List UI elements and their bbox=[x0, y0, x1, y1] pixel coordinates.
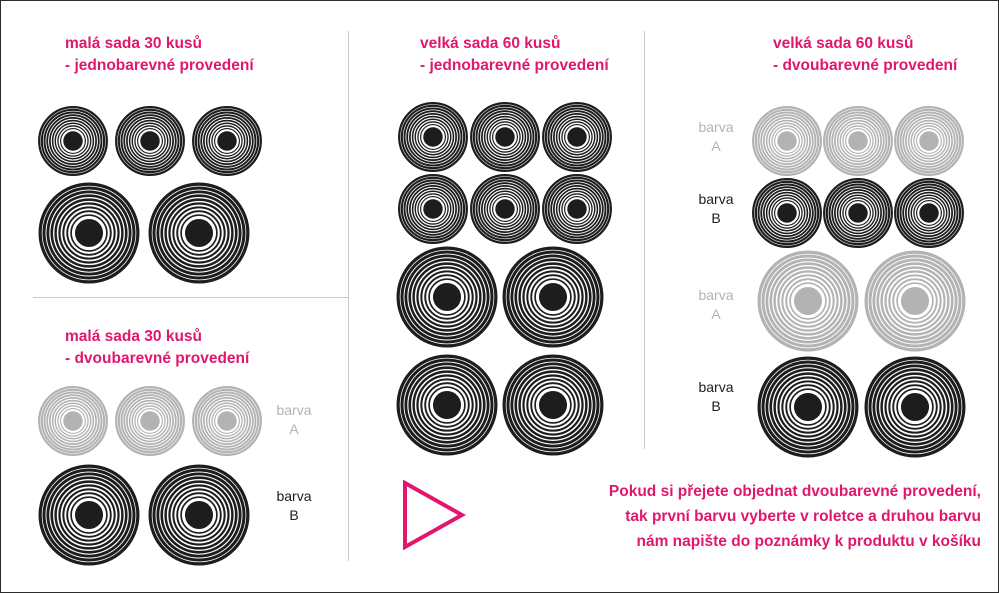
rosette-small-dark bbox=[397, 173, 469, 245]
rosette-small-dark bbox=[469, 173, 541, 245]
rosette-large-dark bbox=[501, 353, 605, 457]
rosette-small-dark bbox=[751, 177, 823, 249]
rosette-small-light bbox=[37, 385, 109, 457]
rosette-large-dark bbox=[37, 181, 141, 285]
rosette-small-dark bbox=[37, 105, 109, 177]
panel-title-large-twotone-line2: - dvoubarevné provedení bbox=[773, 57, 958, 74]
barva-a-label-small-line2: A bbox=[289, 421, 299, 437]
divider-vertical-right bbox=[644, 31, 645, 449]
rosette-large-light bbox=[863, 249, 967, 353]
barva-a-label-large-2-line2: A bbox=[711, 306, 721, 322]
panel-title-large-single-line2: - jednobarevné provedení bbox=[420, 57, 609, 74]
barva-b-label-small: barva B bbox=[263, 487, 325, 525]
barva-b-label-large-1-line1: barva bbox=[698, 191, 734, 207]
play-triangle-icon bbox=[400, 479, 466, 551]
rosette-small-dark bbox=[114, 105, 186, 177]
barva-b-label-small-line2: B bbox=[289, 507, 299, 523]
rosette-large-dark bbox=[756, 355, 860, 459]
rosette-large-dark bbox=[395, 245, 499, 349]
barva-a-label-large-1: barva A bbox=[683, 118, 749, 156]
rosette-small-light bbox=[751, 105, 823, 177]
panel-title-small-twotone-line1: malá sada 30 kusů bbox=[65, 328, 202, 345]
panel-title-small-twotone: malá sada 30 kusů - dvoubarevné proveden… bbox=[65, 326, 249, 370]
rosette-small-light bbox=[191, 385, 263, 457]
barva-a-label-large-1-line1: barva bbox=[698, 119, 734, 135]
rosette-small-dark bbox=[397, 101, 469, 173]
barva-a-label-large-1-line2: A bbox=[711, 138, 721, 154]
footer-note-line3: nám napište do poznámky k produktu v koš… bbox=[636, 533, 981, 550]
panel-title-small-twotone-line2: - dvoubarevné provedení bbox=[65, 350, 250, 367]
panel-title-small-single-line2: - jednobarevné provedení bbox=[65, 57, 254, 74]
rosette-large-dark bbox=[501, 245, 605, 349]
panel-title-small-single-line1: malá sada 30 kusů bbox=[65, 35, 202, 52]
footer-note-line2: tak první barvu vyberte v roletce a druh… bbox=[625, 508, 981, 525]
barva-a-label-large-2-line1: barva bbox=[698, 287, 734, 303]
barva-b-label-large-2: barva B bbox=[683, 378, 749, 416]
rosette-small-dark bbox=[822, 177, 894, 249]
panel-title-large-single: velká sada 60 kusů - jednobarevné proved… bbox=[420, 33, 609, 77]
rosette-large-light bbox=[756, 249, 860, 353]
rosette-small-dark bbox=[893, 177, 965, 249]
barva-b-label-large-2-line2: B bbox=[711, 398, 721, 414]
rosette-large-dark bbox=[147, 181, 251, 285]
rosette-small-dark bbox=[541, 101, 613, 173]
barva-b-label-large-2-line1: barva bbox=[698, 379, 734, 395]
footer-note: Pokud si přejete objednat dvoubarevné pr… bbox=[471, 479, 981, 554]
barva-b-label-large-1: barva B bbox=[683, 190, 749, 228]
barva-a-label-large-2: barva A bbox=[683, 286, 749, 324]
rosette-large-dark bbox=[863, 355, 967, 459]
rosette-small-light bbox=[893, 105, 965, 177]
rosette-small-dark bbox=[469, 101, 541, 173]
rosette-large-dark bbox=[395, 353, 499, 457]
barva-a-label-small-line1: barva bbox=[276, 402, 312, 418]
panel-title-large-twotone: velká sada 60 kusů - dvoubarevné provede… bbox=[773, 33, 957, 77]
divider-vertical-left bbox=[348, 31, 349, 561]
panel-title-large-single-line1: velká sada 60 kusů bbox=[420, 35, 561, 52]
footer-note-line1: Pokud si přejete objednat dvoubarevné pr… bbox=[608, 483, 981, 500]
rosette-small-dark bbox=[191, 105, 263, 177]
rosette-large-dark bbox=[147, 463, 251, 567]
rosette-small-light bbox=[114, 385, 186, 457]
barva-b-label-large-1-line2: B bbox=[711, 210, 721, 226]
rosette-small-light bbox=[822, 105, 894, 177]
rosette-small-dark bbox=[541, 173, 613, 245]
divider-horizontal-left bbox=[33, 297, 348, 298]
barva-a-label-small: barva A bbox=[263, 401, 325, 439]
rosette-large-dark bbox=[37, 463, 141, 567]
panel-title-small-single: malá sada 30 kusů - jednobarevné provede… bbox=[65, 33, 254, 77]
barva-b-label-small-line1: barva bbox=[276, 488, 312, 504]
panel-title-large-twotone-line1: velká sada 60 kusů bbox=[773, 35, 914, 52]
